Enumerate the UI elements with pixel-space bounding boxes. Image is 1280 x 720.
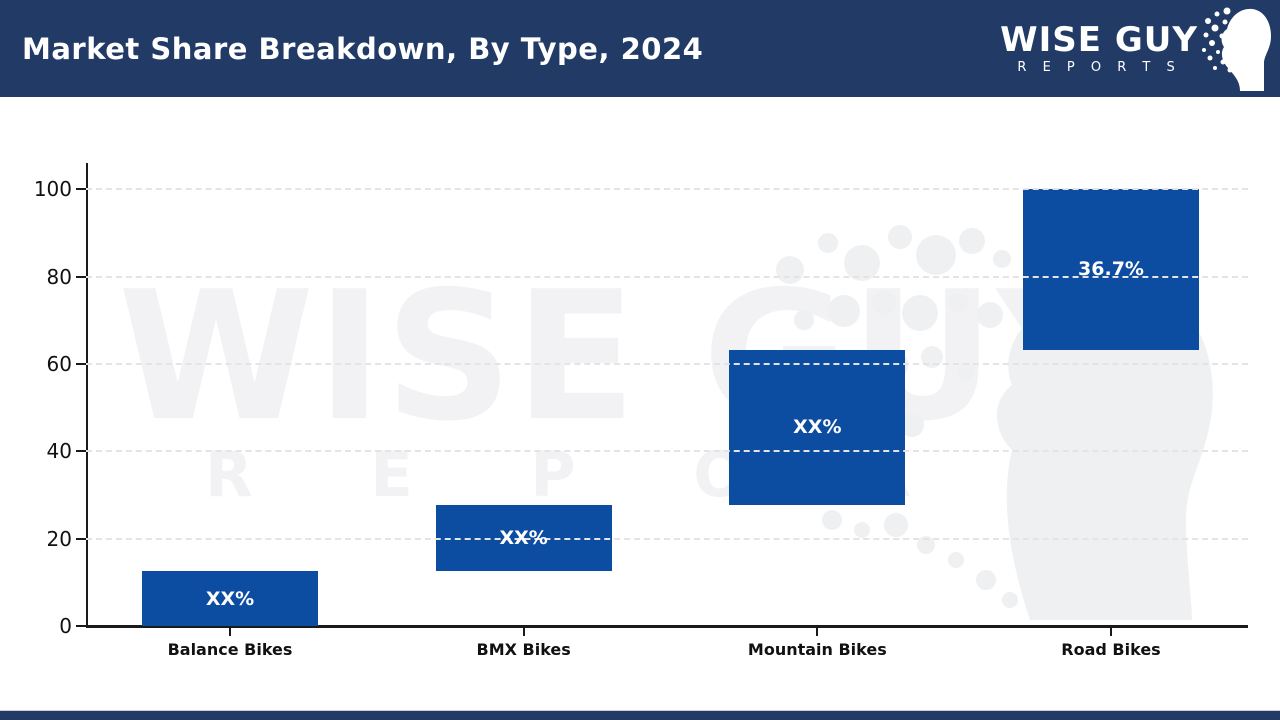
y-axis-tick-label: 20 [46, 526, 72, 551]
y-axis-tick-label: 60 [46, 351, 72, 376]
y-axis-tick-label: 0 [59, 614, 72, 638]
y-axis-line [86, 163, 88, 626]
x-axis-line [86, 625, 1248, 628]
y-axis-tick [76, 188, 86, 191]
header-bar: Market Share Breakdown, By Type, 2024 WI… [0, 0, 1280, 97]
gridline [86, 188, 1248, 191]
y-axis-tick [76, 625, 86, 627]
x-axis-tick [229, 628, 231, 636]
x-axis-category-label: BMX Bikes [476, 640, 571, 659]
logo-text: WISE GUY R E P O R T S [1000, 23, 1198, 75]
x-axis-tick [1110, 628, 1112, 636]
bar-value-label: XX% [793, 416, 842, 439]
brand-logo: WISE GUY R E P O R T S [1000, 0, 1272, 97]
x-axis-tick [522, 628, 525, 636]
x-axis-tick [816, 628, 819, 636]
y-axis-tick [76, 362, 86, 365]
y-axis-tick [76, 450, 86, 453]
footer-bar [0, 710, 1280, 720]
logo-head-icon [1202, 7, 1271, 91]
gridline [86, 450, 1248, 453]
y-axis-tick [76, 537, 86, 540]
x-axis-category-label: Road Bikes [1061, 640, 1161, 659]
y-axis-tick-label: 80 [46, 264, 72, 289]
y-axis-tick-label: 100 [33, 177, 72, 202]
bar-value-label: 36.7% [1078, 258, 1144, 281]
gridline [86, 362, 1248, 365]
logo-subtext: R E P O R T S [1017, 59, 1181, 75]
page-title: Market Share Breakdown, By Type, 2024 [22, 31, 704, 66]
x-axis-category-label: Mountain Bikes [747, 640, 887, 659]
bar-value-label: XX% [205, 587, 255, 610]
bar-value-label: XX% [499, 526, 548, 549]
y-axis-tick-label: 40 [46, 439, 72, 464]
gridline [86, 275, 1248, 278]
logo-wordmark: WISE GUY [1000, 19, 1198, 60]
x-axis-category-label: Balance Bikes [167, 640, 293, 659]
y-axis-tick [76, 275, 86, 278]
bar-balance-bikes [142, 571, 318, 626]
gridline [86, 537, 1248, 540]
